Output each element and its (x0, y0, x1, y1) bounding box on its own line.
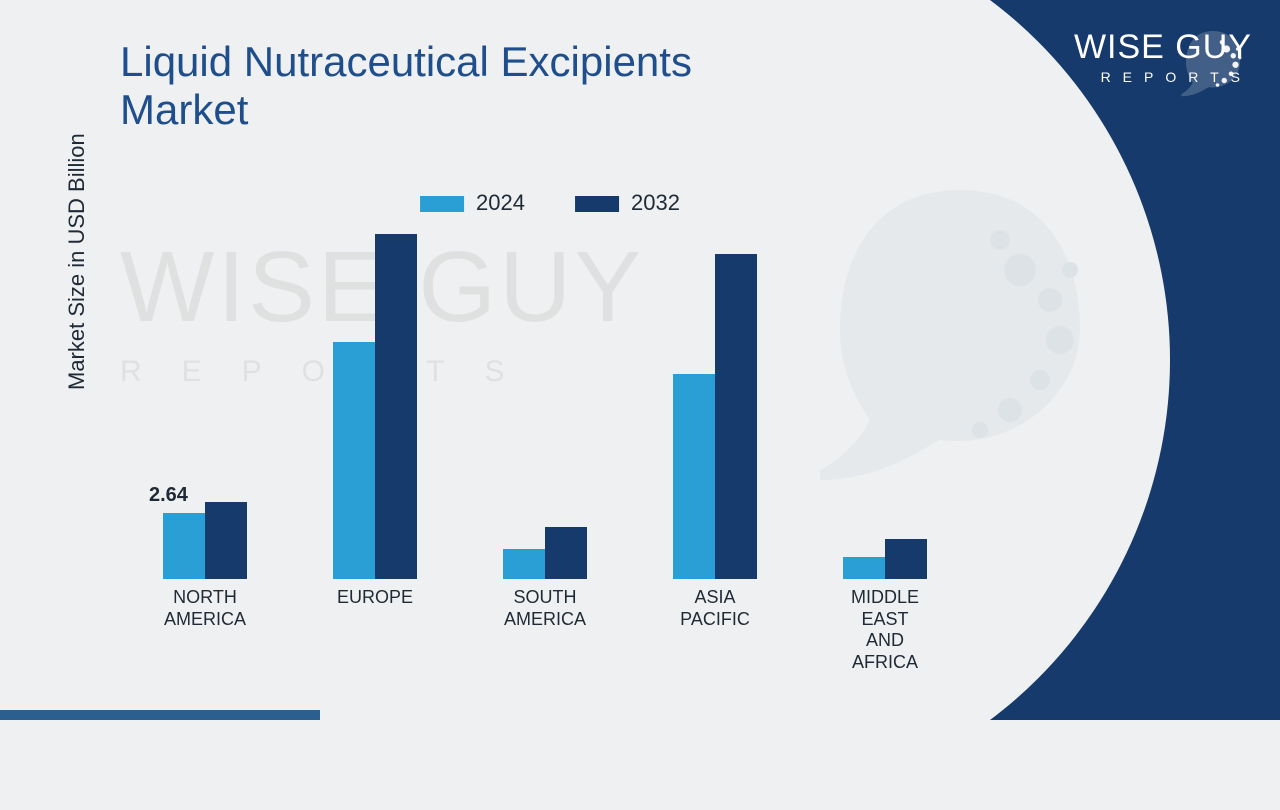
category-label: ASIA PACIFIC (680, 587, 750, 630)
bar (333, 342, 375, 580)
bar-group: MIDDLE EAST AND AFRICA (820, 539, 950, 579)
chart-plot: 2.64NORTH AMERICA EUROPE SOUTH AMERICA ASIA… (140, 230, 990, 580)
category-label: NORTH AMERICA (164, 587, 246, 630)
y-axis-label: Market Size in USD Billion (64, 133, 90, 390)
bar (205, 502, 247, 580)
chart-legend: 2024 2032 (420, 190, 680, 216)
brand-logo: WISE GUY REPORTS (1074, 28, 1252, 85)
bar (163, 513, 205, 579)
bar (673, 374, 715, 579)
bar-group: 2.64NORTH AMERICA (140, 502, 270, 580)
category-label: EUROPE (337, 587, 413, 609)
bar (503, 549, 545, 579)
chart-title: Liquid Nutraceutical Excipients Market (120, 38, 820, 135)
category-label: MIDDLE EAST AND AFRICA (851, 587, 919, 673)
bar (715, 254, 757, 579)
category-label: SOUTH AMERICA (504, 587, 586, 630)
bar-group: EUROPE (310, 234, 440, 579)
legend-item: 2032 (575, 190, 680, 216)
bar (545, 527, 587, 580)
legend-item: 2024 (420, 190, 525, 216)
bar (885, 539, 927, 579)
bar-value-label: 2.64 (149, 484, 188, 507)
bar (375, 234, 417, 579)
bar-group: SOUTH AMERICA (480, 527, 610, 580)
legend-swatch (420, 196, 464, 212)
chart-area: Market Size in USD Billion 20242032 2.64… (110, 190, 990, 660)
bar-group: ASIA PACIFIC (650, 254, 780, 579)
brand-head-icon (1168, 22, 1258, 112)
legend-label: 2024 (476, 190, 525, 215)
bar (843, 557, 885, 580)
bottom-accent-bar (0, 710, 320, 720)
legend-label: 2032 (631, 190, 680, 215)
legend-swatch (575, 196, 619, 212)
